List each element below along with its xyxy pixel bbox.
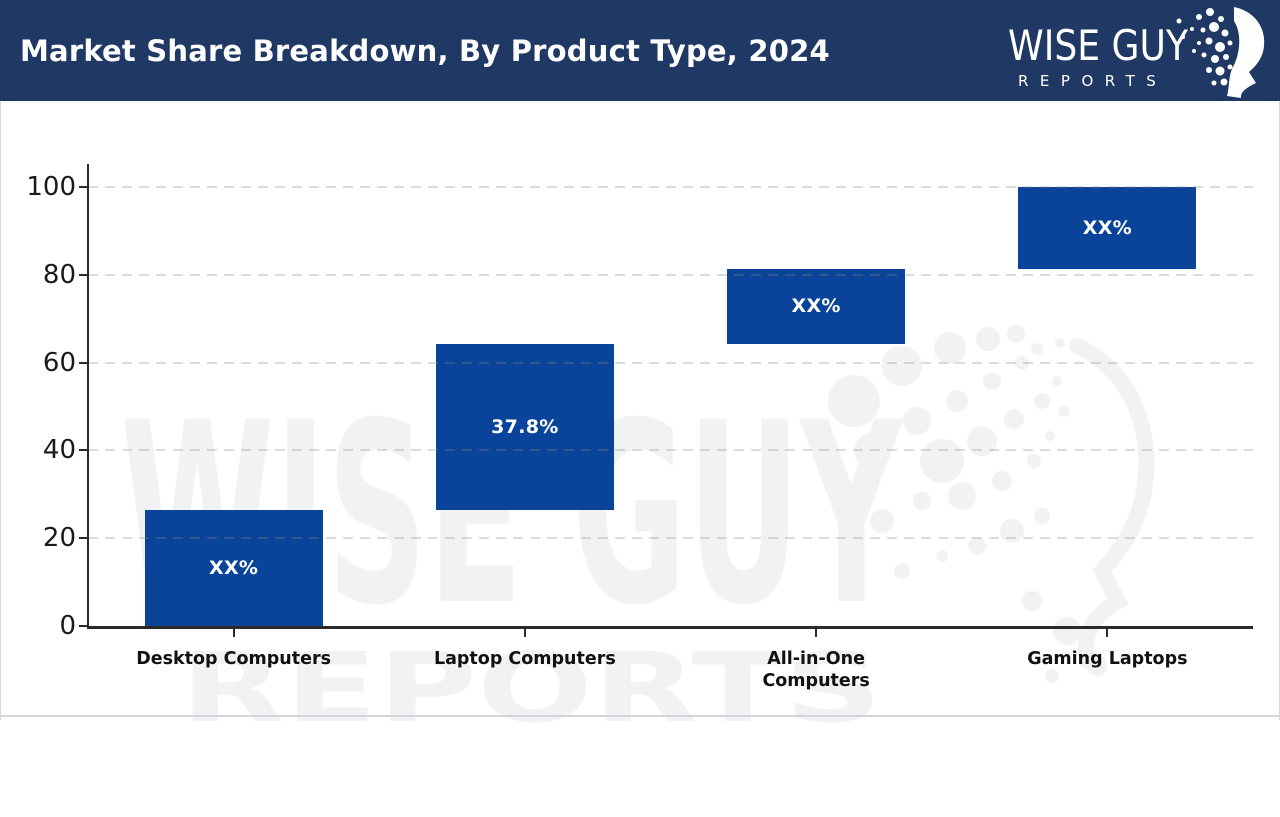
brand-wordmark-bottom: REPORTS xyxy=(1018,72,1167,90)
watermark-wordmark-top: WISE GUY xyxy=(120,369,904,660)
bottom-divider xyxy=(1,715,1280,717)
page: { "header": { "title": "Market Share Bre… xyxy=(0,0,1280,744)
logo-dots-icon xyxy=(1176,8,1233,86)
brand-logo: WISE GUY REPORTS xyxy=(1008,7,1265,98)
page-title: Market Share Breakdown, By Product Type,… xyxy=(20,33,830,68)
logo-head-icon xyxy=(1227,7,1265,98)
watermark-wordmark-bottom: REPORTS xyxy=(180,632,882,744)
brand-wordmark-top: WISE GUY xyxy=(1008,21,1188,70)
watermark: WISE GUY REPORTS xyxy=(120,325,1155,744)
watermark-dots-icon xyxy=(828,325,1107,683)
header: Market Share Breakdown, By Product Type,… xyxy=(0,0,1280,101)
watermark-face-icon xyxy=(1069,338,1155,669)
chart-area: WISE GUY REPORTS xyxy=(0,101,1280,744)
